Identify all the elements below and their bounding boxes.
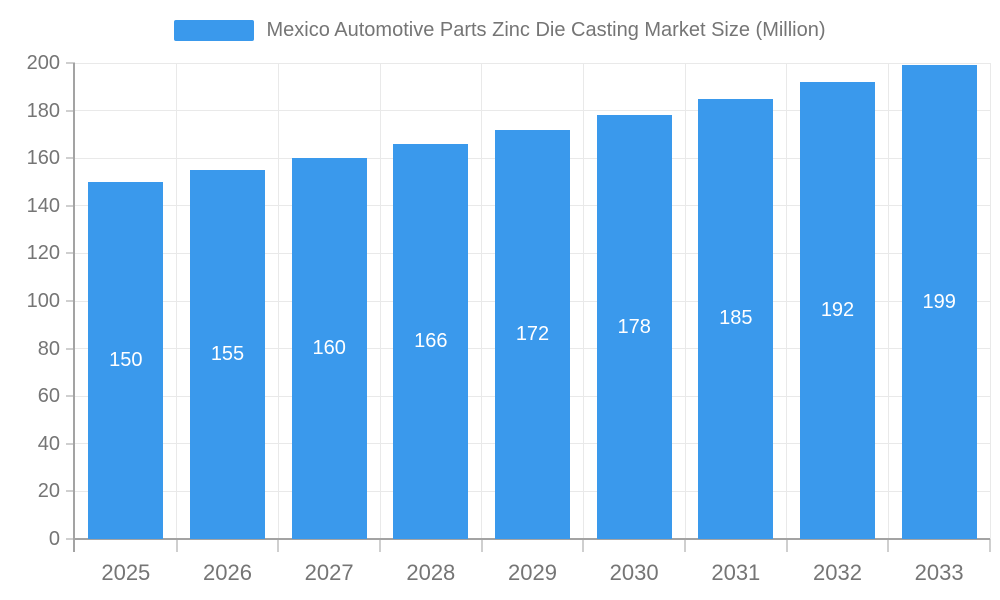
y-axis-label: 0 [48,528,60,550]
y-axis-tick [66,395,75,398]
bar[interactable]: 166 [393,143,469,539]
y-axis-label: 60 [37,385,60,408]
v-gridline [786,63,788,539]
bar[interactable]: 178 [596,115,672,539]
x-axis-tick [989,539,991,552]
x-axis-tick [785,539,788,552]
y-axis-label: 20 [37,480,60,503]
bar-value-label: 199 [922,290,956,313]
bar-value-label: 185 [719,307,753,330]
y-axis-tick [66,347,75,350]
y-axis-tick [66,300,75,302]
y-axis-tick [66,538,75,540]
x-axis-label: 2027 [304,560,354,585]
x-axis-label: 2026 [203,560,252,585]
legend-swatch [174,19,255,41]
y-axis-tick [66,252,75,255]
bar[interactable]: 155 [190,170,265,539]
x-axis-tick [684,539,686,552]
x-axis-label: 2025 [101,560,151,585]
legend[interactable]: Mexico Automotive Parts Zinc Die Casting… [0,19,1000,41]
y-axis-label: 40 [37,432,60,455]
bar-value-label: 150 [109,349,143,371]
y-axis-tick [66,204,75,207]
x-axis-tick [887,539,890,552]
bar[interactable]: 185 [698,98,774,539]
x-axis-tick [379,539,381,552]
bar-value-label: 160 [312,337,346,360]
y-axis-label: 120 [26,242,60,265]
x-axis-line [73,538,990,540]
v-gridline [176,63,178,539]
bar[interactable]: 199 [901,65,977,539]
x-axis-label: 2028 [406,560,456,585]
bar-value-label: 192 [820,299,855,321]
bar-value-label: 155 [210,343,245,366]
bar-value-label: 178 [617,315,651,338]
v-gridline [887,63,889,539]
x-axis-label: 2029 [508,560,557,585]
x-axis-tick [277,539,280,552]
x-axis-label: 2030 [609,560,659,585]
v-gridline [684,63,686,539]
x-axis-label: 2033 [914,560,964,585]
y-axis-tick [66,157,75,160]
bar-value-label: 166 [414,329,448,352]
v-gridline [277,63,279,539]
bar[interactable]: 172 [495,129,570,539]
v-gridline [379,63,381,539]
y-axis-tick [66,490,75,493]
y-axis-label: 140 [26,194,60,217]
y-axis-label: 200 [26,52,60,74]
x-axis-tick [582,539,585,552]
y-axis-label: 180 [26,99,60,122]
y-axis-tick [66,109,75,112]
legend-label: Mexico Automotive Parts Zinc Die Casting… [266,18,826,41]
x-axis-tick [175,539,178,552]
v-gridline [481,63,483,539]
x-axis-tick [480,539,483,552]
y-axis-label: 80 [37,337,60,360]
v-gridline [989,63,991,539]
y-axis-label: 100 [26,290,60,312]
bar[interactable]: 192 [800,82,875,539]
x-axis-label: 2031 [711,560,761,585]
v-gridline [582,63,584,539]
bar-value-label: 172 [515,322,550,345]
y-axis-line [73,63,75,552]
bar[interactable]: 150 [88,182,164,539]
x-axis-label: 2032 [813,560,862,585]
bar[interactable]: 160 [291,158,367,539]
h-gridline [75,110,990,112]
y-axis-label: 160 [26,147,60,170]
y-axis-tick [66,62,75,64]
h-gridline [75,62,990,64]
y-axis-tick [66,442,75,445]
